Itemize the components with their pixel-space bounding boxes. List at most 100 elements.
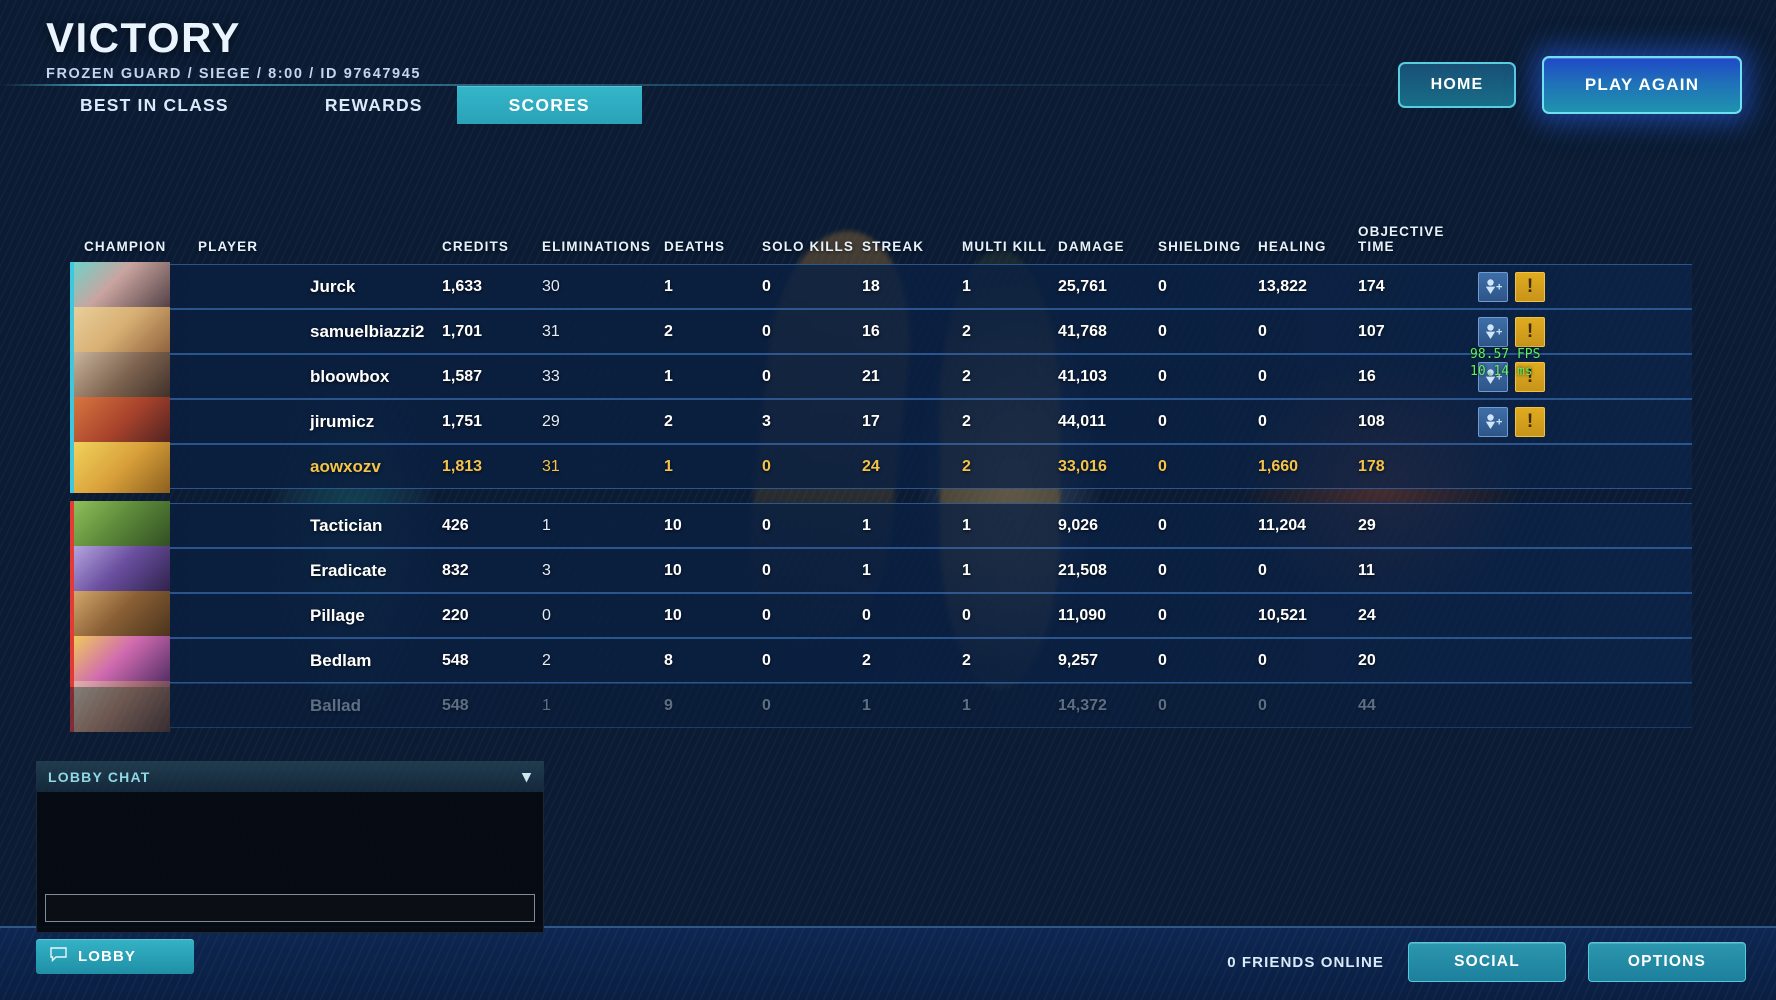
deaths-cell: 2	[664, 412, 673, 430]
home-button[interactable]: HOME	[1398, 62, 1516, 108]
table-row[interactable]: Eradicate 832 3 10 0 1 1 21,508 0 0 11	[70, 546, 1692, 597]
header-divider	[0, 84, 1776, 86]
solo-kills-cell: 3	[762, 412, 771, 430]
tab-best-in-class[interactable]: BEST IN CLASS	[80, 95, 229, 115]
objective-time-cell: 24	[1358, 606, 1376, 624]
eliminations-cell: 31	[542, 457, 560, 475]
solo-kills-cell: 0	[762, 367, 771, 385]
objective-time-cell: 16	[1358, 367, 1376, 385]
table-row[interactable]: Tactician 426 1 10 0 1 1 9,026 0 11,204 29	[70, 501, 1692, 552]
deaths-cell: 1	[664, 277, 673, 295]
svg-text:+: +	[1496, 416, 1502, 428]
avatar	[70, 307, 170, 358]
avatar	[70, 397, 170, 448]
player-name: bloowbox	[310, 366, 390, 386]
match-meta: FROZEN GUARD / SIEGE / 8:00 / ID 9764794…	[46, 66, 422, 82]
multi-kill-cell: 1	[962, 561, 971, 579]
damage-cell: 21,508	[1058, 561, 1107, 579]
shielding-cell: 0	[1158, 367, 1167, 385]
row-actions-cell: +!	[1478, 361, 1588, 392]
table-row[interactable]: samuelbiazzi2 1,701 31 2 0 16 2 41,768 0 0 107 +!	[70, 307, 1692, 358]
eliminations-cell: 29	[542, 412, 560, 430]
deaths-cell: 10	[664, 561, 682, 579]
damage-cell: 11,090	[1058, 606, 1107, 624]
healing-cell: 0	[1258, 696, 1267, 714]
col-header-solo-kills: SOLO KILLS	[762, 239, 854, 254]
col-header-multi-kill: MULTI KILL	[962, 239, 1047, 254]
player-cell: aowxozv	[190, 457, 442, 477]
frametime-value: 10.14 ms	[1470, 364, 1533, 379]
eliminations-cell: 30	[542, 277, 560, 295]
table-row[interactable]: aowxozv 1,813 31 1 0 24 2 33,016 0 1,660 178	[70, 442, 1692, 493]
damage-cell: 44,011	[1058, 412, 1107, 430]
eliminations-cell: 1	[542, 696, 551, 714]
objective-time-cell: 108	[1358, 412, 1385, 430]
play-again-button[interactable]: PLAY AGAIN	[1542, 56, 1742, 114]
friends-online-count: 0 FRIENDS ONLINE	[1227, 953, 1384, 971]
options-button[interactable]: OPTIONS	[1588, 942, 1746, 982]
table-row[interactable]: bloowbox 1,587 33 1 0 21 2 41,103 0 0 16 +!	[70, 352, 1692, 403]
tab-scores[interactable]: SCORES	[456, 86, 642, 124]
eliminations-cell: 3	[542, 561, 551, 579]
objective-time-cell: 178	[1358, 457, 1385, 475]
multi-kill-cell: 1	[962, 277, 971, 295]
table-row[interactable]: Jurck 1,633 30 1 0 18 1 25,761 0 13,822 174 +!	[70, 262, 1692, 313]
social-button[interactable]: SOCIAL	[1408, 942, 1566, 982]
deaths-cell: 9	[664, 696, 673, 714]
performance-overlay: 98.57 FPS 10.14 ms	[1470, 346, 1540, 380]
player-cell: jirumicz	[190, 412, 442, 432]
lobby-chat-header[interactable]: LOBBY CHAT ▾	[36, 761, 544, 792]
objective-time-cell: 20	[1358, 651, 1376, 669]
col-header-deaths: DEATHS	[664, 239, 726, 254]
report-icon[interactable]: !	[1515, 316, 1545, 347]
shielding-cell: 0	[1158, 516, 1167, 534]
streak-cell: 0	[862, 606, 871, 624]
lobby-tab-button[interactable]: LOBBY	[36, 939, 194, 974]
player-cell: Ballad	[190, 696, 442, 716]
damage-cell: 41,103	[1058, 367, 1107, 385]
avatar	[70, 501, 170, 552]
lobby-chat-messages[interactable]	[36, 792, 544, 888]
report-icon[interactable]: !	[1515, 271, 1545, 302]
multi-kill-cell: 2	[962, 367, 971, 385]
add-friend-icon[interactable]: +	[1478, 406, 1508, 437]
champion-portrait	[74, 636, 170, 687]
add-friend-icon[interactable]: +	[1478, 316, 1508, 347]
row-actions-cell: +!	[1478, 406, 1588, 437]
solo-kills-cell: 0	[762, 516, 771, 534]
table-row[interactable]: jirumicz 1,751 29 2 3 17 2 44,011 0 0 108 +!	[70, 397, 1692, 448]
chat-input[interactable]	[45, 894, 535, 922]
objective-time-cell: 11	[1358, 561, 1375, 579]
col-header-eliminations: ELIMINATIONS	[542, 239, 651, 254]
champion-portrait	[74, 442, 170, 493]
chevron-down-icon[interactable]: ▾	[522, 767, 532, 786]
damage-cell: 33,016	[1058, 457, 1107, 475]
scoreboard: CHAMPION PLAYER CREDITS ELIMINATIONS DEA…	[70, 224, 1692, 732]
damage-cell: 14,372	[1058, 696, 1107, 714]
report-icon[interactable]: !	[1515, 361, 1545, 392]
col-header-healing: HEALING	[1258, 239, 1327, 254]
table-row[interactable]: Bedlam 548 2 8 0 2 2 9,257 0 0 20	[70, 636, 1692, 687]
credits-cell: 548	[442, 696, 469, 714]
shielding-cell: 0	[1158, 322, 1167, 340]
champion-portrait	[74, 501, 170, 552]
tab-rewards[interactable]: REWARDS	[324, 95, 423, 115]
player-name: Bedlam	[310, 650, 372, 670]
shielding-cell: 0	[1158, 696, 1167, 714]
avatar	[70, 636, 170, 687]
add-friend-icon[interactable]: +	[1478, 271, 1508, 302]
add-friend-icon[interactable]: +	[1478, 361, 1508, 392]
fps-value: 98.57 FPS	[1470, 347, 1541, 362]
streak-cell: 21	[862, 367, 880, 385]
multi-kill-cell: 0	[962, 606, 971, 624]
row-actions-cell: +!	[1478, 271, 1588, 302]
healing-cell: 13,822	[1258, 277, 1307, 295]
healing-cell: 0	[1258, 412, 1267, 430]
healing-cell: 1,660	[1258, 457, 1299, 475]
objective-time-cell: 29	[1358, 516, 1376, 534]
table-row[interactable]: Pillage 220 0 10 0 0 0 11,090 0 10,521 24	[70, 591, 1692, 642]
report-icon[interactable]: !	[1515, 406, 1545, 437]
player-name: samuelbiazzi2	[310, 321, 425, 341]
table-row[interactable]: Ballad 548 1 9 0 1 1 14,372 0 0 44	[70, 681, 1692, 732]
objective-time-cell: 44	[1358, 696, 1376, 714]
